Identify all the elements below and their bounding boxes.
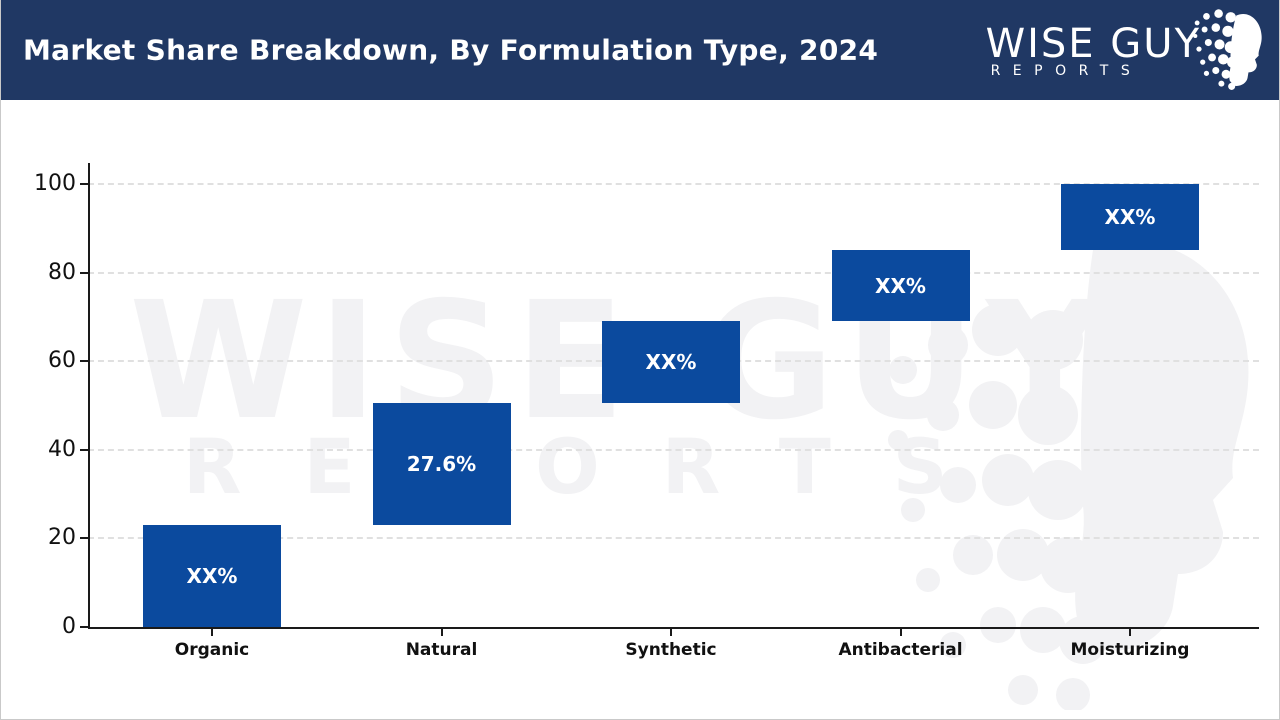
y-tick-0 (80, 626, 88, 628)
y-tick-20 (80, 537, 88, 540)
category-label-natural: Natural (405, 640, 478, 660)
y-tick-80 (80, 271, 88, 274)
x-tick-moisturizing (1129, 629, 1131, 636)
x-tick-organic (211, 629, 213, 636)
bar-organic: XX% (143, 525, 281, 627)
x-tick-natural (440, 629, 443, 636)
dotted-head-icon (1193, 9, 1262, 90)
category-label-antibacterial: Antibacterial (838, 640, 963, 660)
bar-value-label: 27.6% (406, 451, 477, 476)
category-label-organic: Organic (174, 640, 250, 660)
bar-value-label: XX% (1104, 205, 1156, 230)
y-axis-spine (88, 163, 90, 629)
x-tick-antibacterial (899, 629, 902, 636)
logo-primary-text: WISE GUY (985, 20, 1201, 67)
y-tick-label-100: 100 (34, 171, 76, 196)
y-tick-100 (80, 183, 88, 185)
y-tick-label-80: 80 (48, 259, 76, 285)
bar-value-label: XX% (186, 564, 238, 589)
gridline-100 (88, 183, 1259, 185)
bar-synthetic: XX% (602, 321, 740, 403)
y-tick-40 (80, 448, 88, 451)
bar-natural: 27.6% (372, 402, 511, 526)
x-tick-synthetic (670, 629, 672, 636)
watermark-secondary: REPORTS (183, 422, 1010, 511)
category-label-moisturizing: Moisturizing (1070, 640, 1190, 660)
wise-guy-reports-logo: WISE GUY REPORTS (986, 8, 1265, 92)
bar-antibacterial: XX% (831, 250, 970, 322)
y-tick-label-0: 0 (62, 614, 76, 639)
header-bar: Market Share Breakdown, By Formulation T… (1, 0, 1279, 100)
gridline-20 (88, 537, 1259, 540)
gridline-40 (88, 448, 1259, 451)
bar-value-label: XX% (875, 273, 926, 298)
chart-area: WISE GUY REPORTS 0 20 40 60 80 100 XX% Organic 2… (1, 100, 1279, 719)
y-tick-60 (80, 360, 88, 363)
bar-moisturizing: XX% (1061, 184, 1199, 251)
logo-secondary-text: REPORTS (990, 62, 1143, 79)
gridline-80 (88, 271, 1259, 274)
y-tick-label-60: 60 (48, 348, 76, 374)
page-title: Market Share Breakdown, By Formulation T… (23, 33, 879, 67)
x-axis-spine (88, 627, 1259, 629)
category-label-synthetic: Synthetic (625, 640, 717, 660)
logo-text: WISE GUY REPORTS (986, 22, 1201, 79)
y-tick-label-40: 40 (48, 436, 76, 462)
y-tick-label-20: 20 (48, 525, 76, 551)
bar-value-label: XX% (645, 350, 697, 375)
